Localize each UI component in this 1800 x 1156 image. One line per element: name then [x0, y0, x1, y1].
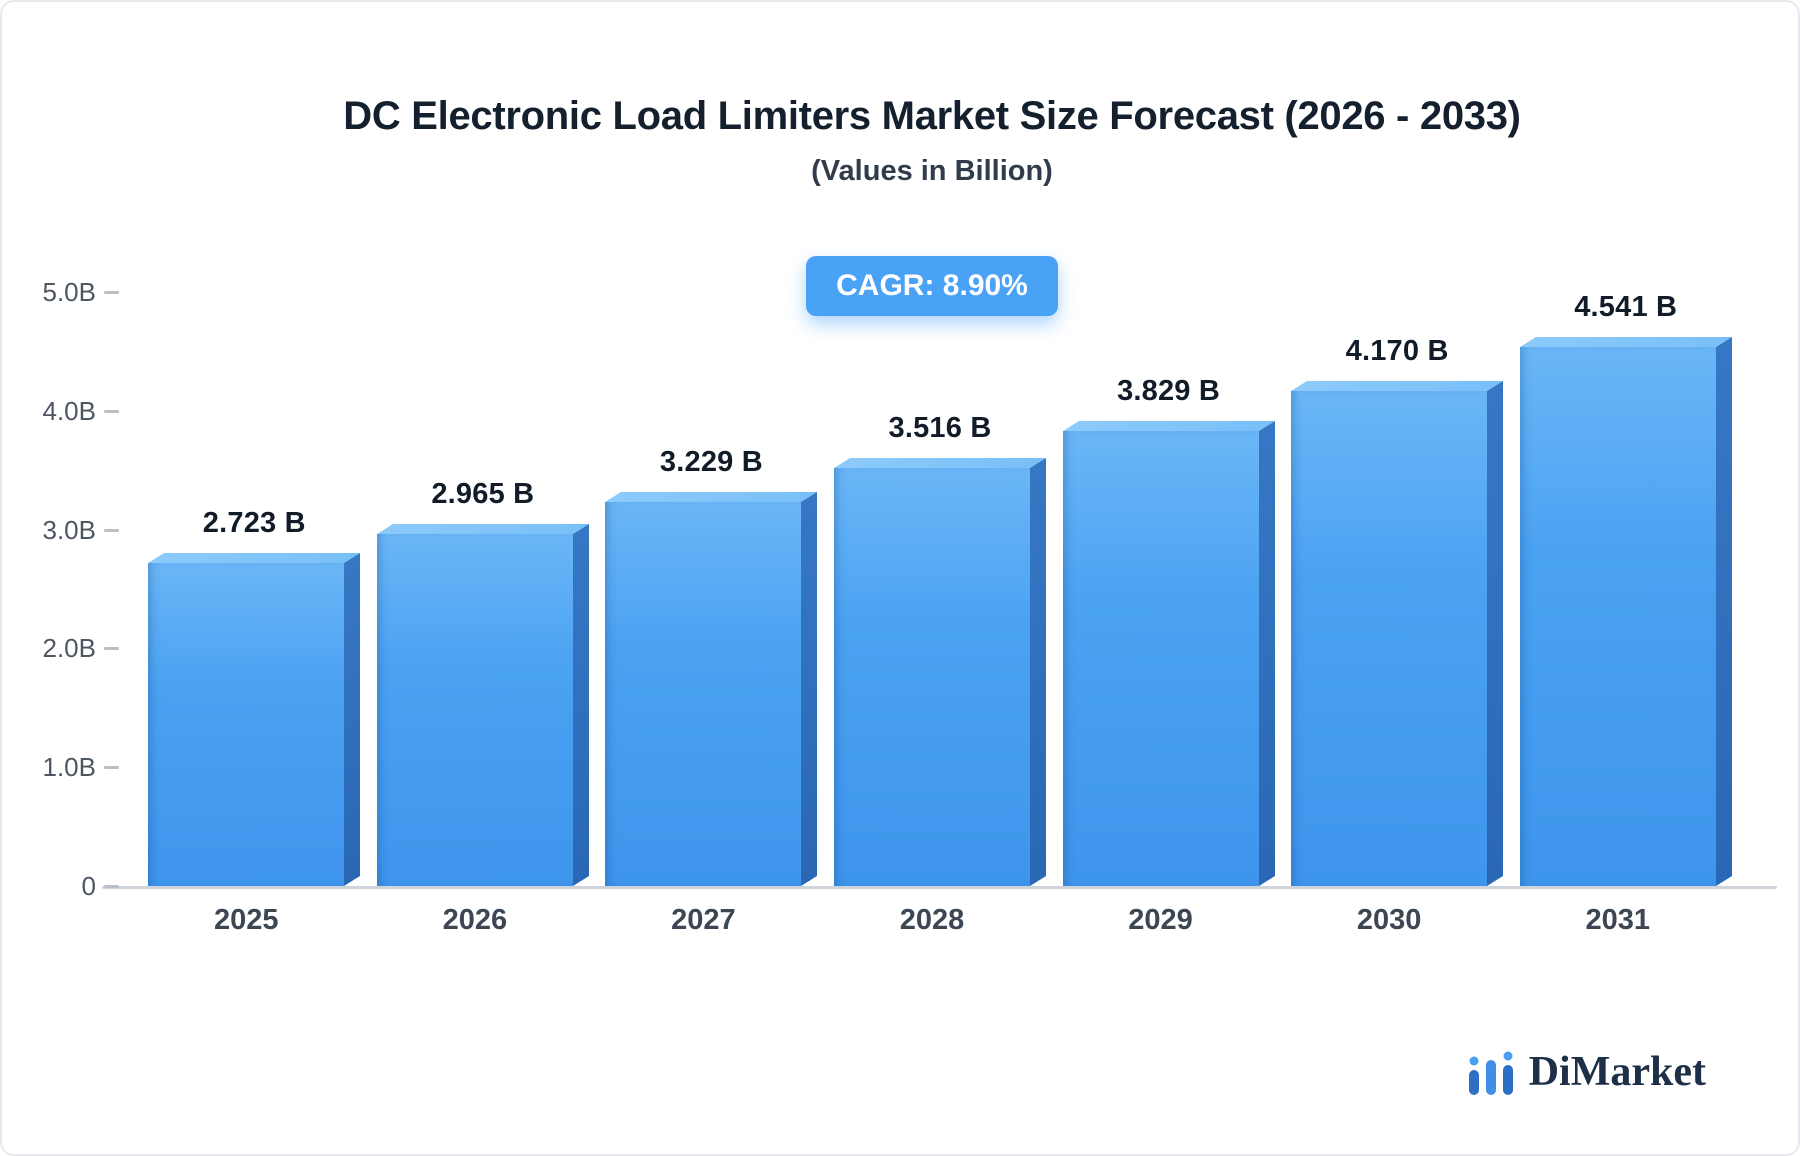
cagr-badge: CAGR: 8.90%: [806, 256, 1058, 316]
y-axis-tick-label: 2.0B: [42, 633, 97, 664]
bar-2026[interactable]: [376, 533, 573, 886]
bar-side-face-2030: [1487, 380, 1504, 886]
bar-top-face-2026: [376, 523, 589, 534]
bar-value-label-2027: 3.229 B: [659, 446, 763, 479]
bar-top-face-2031: [1519, 336, 1732, 347]
x-axis-label-2031: 2031: [1585, 904, 1650, 936]
bar-side-face-2025: [344, 552, 361, 886]
x-axis-label-2028: 2028: [899, 904, 965, 936]
y-axis-tick-mark: [104, 766, 119, 770]
y-axis-tick-mark: [104, 528, 119, 532]
cagr-badge-row: CAGR: 8.90%: [132, 256, 1732, 316]
bar-2030[interactable]: [1291, 390, 1488, 886]
y-axis-tick-mark: [104, 885, 119, 888]
y-axis-tick-label: 1.0B: [42, 752, 97, 783]
y-axis-tick-mark: [104, 409, 119, 413]
bar-value-label-2030: 4.170 B: [1345, 334, 1449, 367]
bar-chart-logo-icon: [1465, 1049, 1517, 1095]
bar-value-label-2026: 2.965 B: [431, 477, 535, 510]
x-axis-label-2026: 2026: [442, 904, 508, 936]
y-axis-tick-label: 5.0B: [42, 277, 97, 307]
bar-value-label-2025: 2.723 B: [202, 506, 306, 539]
bar-value-label-2029: 3.829 B: [1117, 375, 1221, 408]
bar-value-label-2031: 4.541 B: [1574, 290, 1678, 323]
bar-side-face-2027: [801, 492, 818, 886]
bar-2028[interactable]: [834, 468, 1030, 886]
dimarket-logo: DiMarket: [1465, 1048, 1706, 1096]
x-axis-label-2025: 2025: [214, 904, 279, 936]
y-axis-tick-mark: [104, 647, 119, 651]
chart-title: DC Electronic Load Limiters Market Size …: [343, 94, 1521, 138]
bar-2031[interactable]: [1519, 346, 1716, 886]
bar-2029[interactable]: [1062, 431, 1259, 886]
bar-2025[interactable]: [148, 562, 345, 886]
x-axis-line: [102, 886, 1777, 889]
y-axis-tick-label: 3.0B: [42, 514, 97, 545]
y-axis-tick-label: 0: [81, 871, 96, 901]
bar-top-face-2030: [1291, 380, 1504, 391]
y-axis-tick-label: 4.0B: [42, 395, 97, 426]
bar-side-face-2029: [1258, 421, 1275, 886]
bar-value-label-2028: 3.516 B: [888, 412, 992, 445]
dimarket-logo-text: DiMarket: [1528, 1049, 1706, 1095]
chart-subtitle: (Values in Billion): [811, 155, 1053, 187]
bar-2027[interactable]: [605, 502, 802, 886]
bar-side-face-2028: [1030, 458, 1046, 886]
bar-top-face-2029: [1062, 421, 1275, 432]
x-axis-label-2027: 2027: [671, 904, 736, 936]
bar-side-face-2031: [1715, 336, 1732, 886]
bar-top-face-2027: [605, 492, 818, 503]
y-axis-tick-mark: [104, 291, 119, 294]
x-axis-label-2029: 2029: [1128, 904, 1193, 936]
bar-side-face-2026: [572, 523, 589, 886]
x-axis-label-2030: 2030: [1356, 904, 1422, 936]
chart-header: DC Electronic Load Limiters Market Size …: [132, 94, 1732, 188]
bar-top-face-2028: [834, 458, 1047, 469]
bar-top-face-2025: [148, 552, 361, 563]
